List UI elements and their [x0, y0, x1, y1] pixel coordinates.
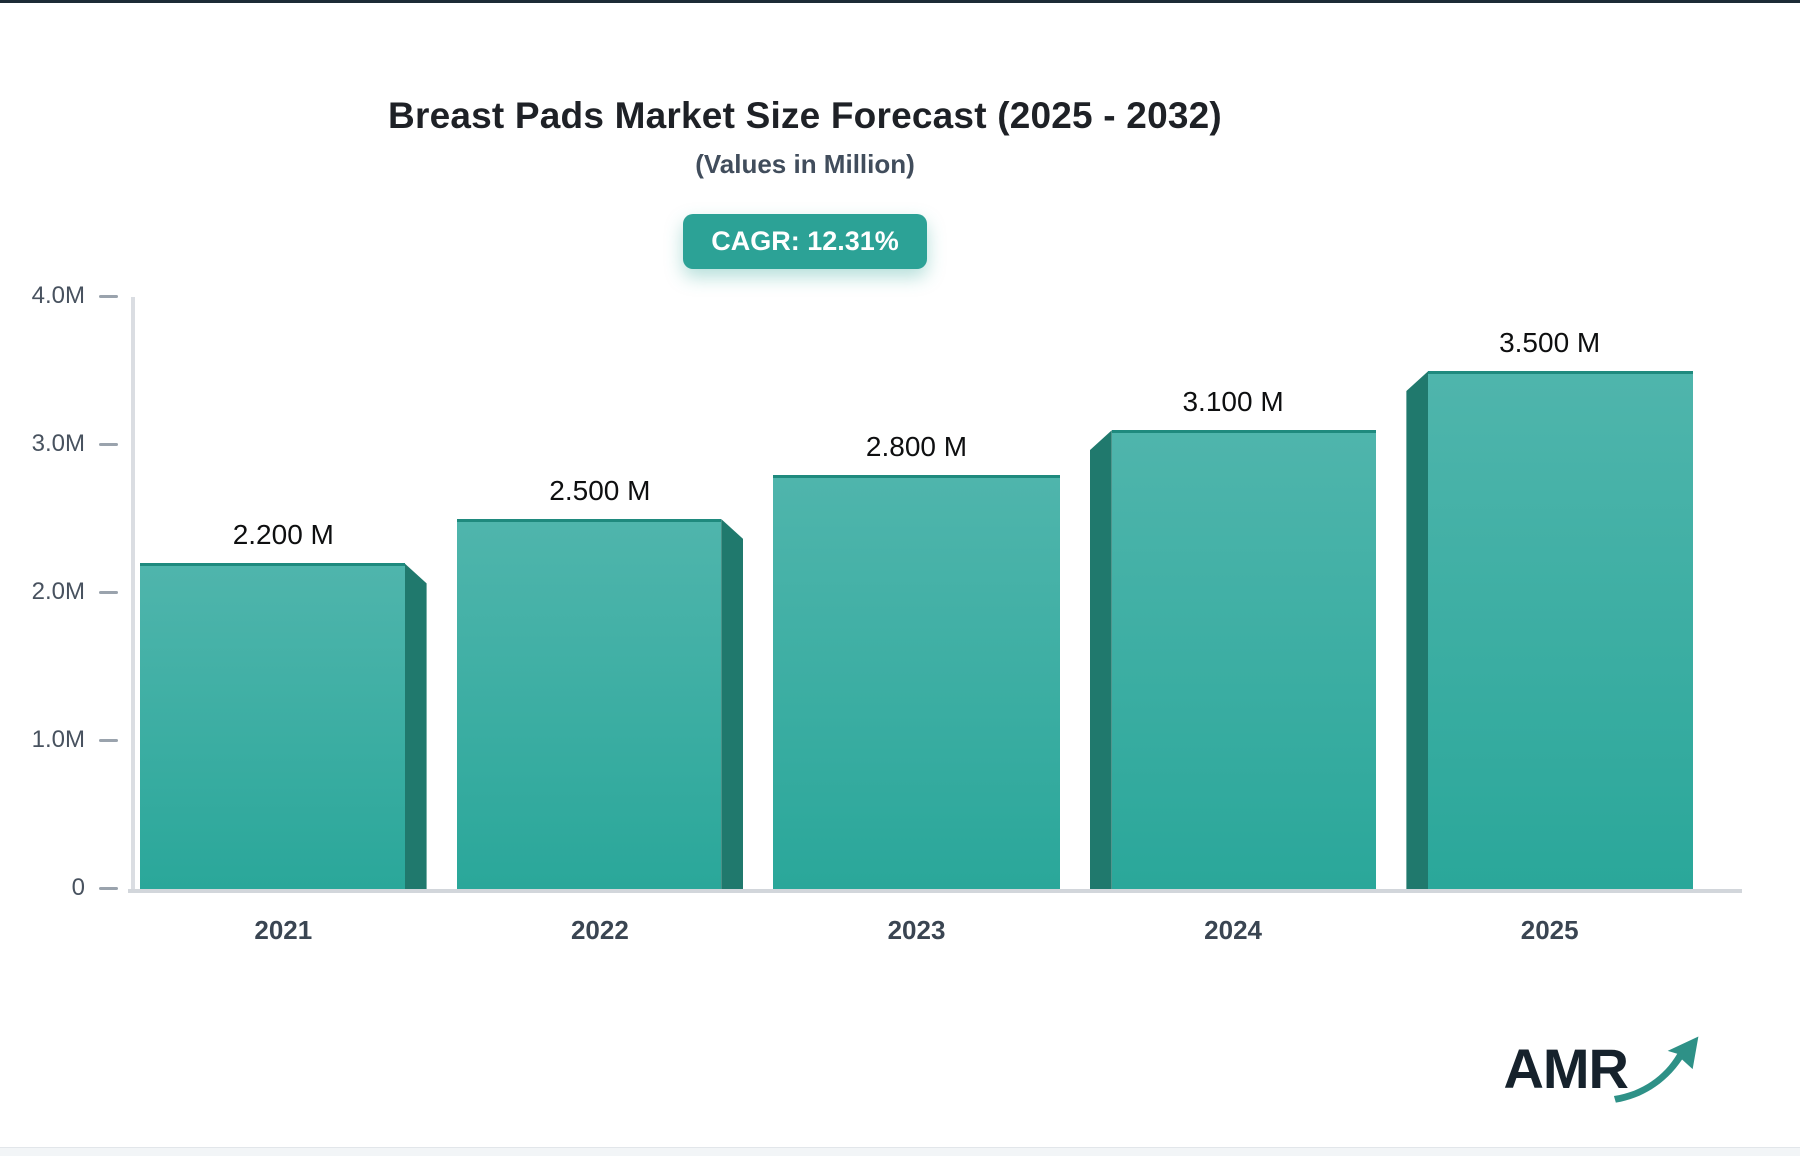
- bar-side-face: [1089, 430, 1112, 889]
- bar-front-face: [140, 563, 405, 889]
- bar-value-label: 3.500 M: [1499, 327, 1601, 358]
- y-tick-label: 2.0M: [31, 578, 85, 605]
- bar-value-label: 2.200 M: [232, 519, 334, 551]
- bars-row: 2.200 M 2.500 M 2.800 M: [140, 297, 1693, 889]
- chart-subtitle: (Values in Million): [695, 149, 915, 179]
- bar: [1089, 430, 1377, 889]
- cagr-badge: CAGR: 12.31%: [683, 214, 927, 269]
- plot-area: 4.0M 3.0M 2.0M 1.0M 0 2.200 M 2.500 M: [32, 282, 1742, 901]
- bar-value-label: 3.100 M: [1182, 386, 1284, 418]
- chart-title: Breast Pads Market Size Forecast (2025 -…: [388, 95, 1222, 136]
- x-axis-line: [128, 889, 1742, 893]
- amr-logo: AMR: [1503, 1026, 1708, 1110]
- y-axis-line: [131, 297, 135, 889]
- y-tick-label: 4.0M: [31, 282, 85, 309]
- bar-2024: 3.100 M: [1089, 386, 1377, 889]
- x-tick-label: 2021: [254, 915, 313, 945]
- bar-front-face: [773, 474, 1060, 889]
- x-tick-label: 2024: [1204, 915, 1262, 945]
- bar-front-face: [1111, 430, 1377, 889]
- bar: [140, 563, 427, 889]
- bar-2022: 2.500 M: [456, 475, 744, 889]
- y-tick-label: 3.0M: [31, 430, 85, 457]
- tick-dash: [99, 591, 118, 594]
- x-tick-label: 2023: [887, 915, 946, 945]
- x-tick-label: 2025: [1520, 915, 1579, 945]
- bar-value-label: 2.500 M: [549, 475, 651, 506]
- tick-dash: [99, 887, 118, 890]
- bar: [1406, 371, 1693, 889]
- bar-side-face: [721, 519, 744, 889]
- x-axis-labels: 2021 2022 2023 2024 2025: [140, 915, 1693, 946]
- bar: [773, 474, 1060, 889]
- logo-text: AMR: [1503, 1036, 1629, 1100]
- bar-front-face: [1428, 371, 1693, 889]
- x-tick-label: 2022: [570, 915, 629, 945]
- tick-dash: [99, 443, 118, 446]
- tick-dash: [99, 295, 118, 298]
- chart-header: Breast Pads Market Size Forecast (2025 -…: [0, 3, 1610, 269]
- bar-2023: 2.800 M: [773, 431, 1060, 889]
- bar-side-face: [1406, 371, 1429, 889]
- bar-front-face: [456, 519, 722, 889]
- bar-value-label: 2.800 M: [865, 430, 968, 462]
- y-tick-label: 0: [71, 874, 85, 901]
- tick-dash: [99, 739, 118, 742]
- growth-arrow-icon: [1613, 1036, 1699, 1103]
- bottom-strip: [0, 1147, 1800, 1156]
- bar: [456, 519, 744, 889]
- bar-2021: 2.200 M: [140, 519, 427, 889]
- y-tick-label: 1.0M: [31, 726, 85, 753]
- bar-2025: 3.500 M: [1406, 327, 1693, 889]
- bar-side-face: [404, 563, 427, 889]
